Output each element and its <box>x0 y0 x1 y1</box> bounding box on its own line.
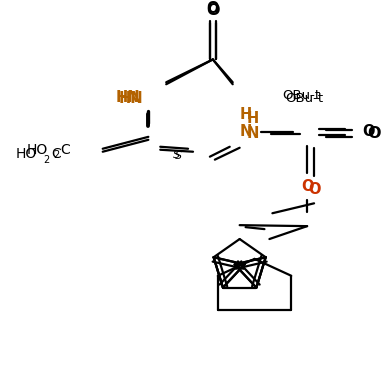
Text: C: C <box>51 147 61 161</box>
Text: 2: 2 <box>43 155 49 164</box>
Text: N: N <box>246 126 259 141</box>
Text: O: O <box>308 182 320 197</box>
Text: HO: HO <box>16 147 37 161</box>
Text: H: H <box>240 107 252 122</box>
Text: OBu-t: OBu-t <box>282 89 321 102</box>
Text: HO: HO <box>26 143 47 157</box>
Text: OBu-t: OBu-t <box>285 92 323 105</box>
Text: S: S <box>173 150 180 160</box>
Text: O: O <box>207 1 219 16</box>
Text: C: C <box>60 143 70 157</box>
Text: H: H <box>246 112 259 126</box>
Text: HN: HN <box>119 91 144 106</box>
Text: O: O <box>206 3 220 18</box>
Text: O: O <box>363 124 375 140</box>
Text: O: O <box>367 126 380 141</box>
Text: O: O <box>301 179 314 194</box>
Text: N: N <box>239 124 252 140</box>
Text: S: S <box>175 151 182 161</box>
Text: HN: HN <box>116 90 140 105</box>
Text: 2: 2 <box>53 150 60 160</box>
